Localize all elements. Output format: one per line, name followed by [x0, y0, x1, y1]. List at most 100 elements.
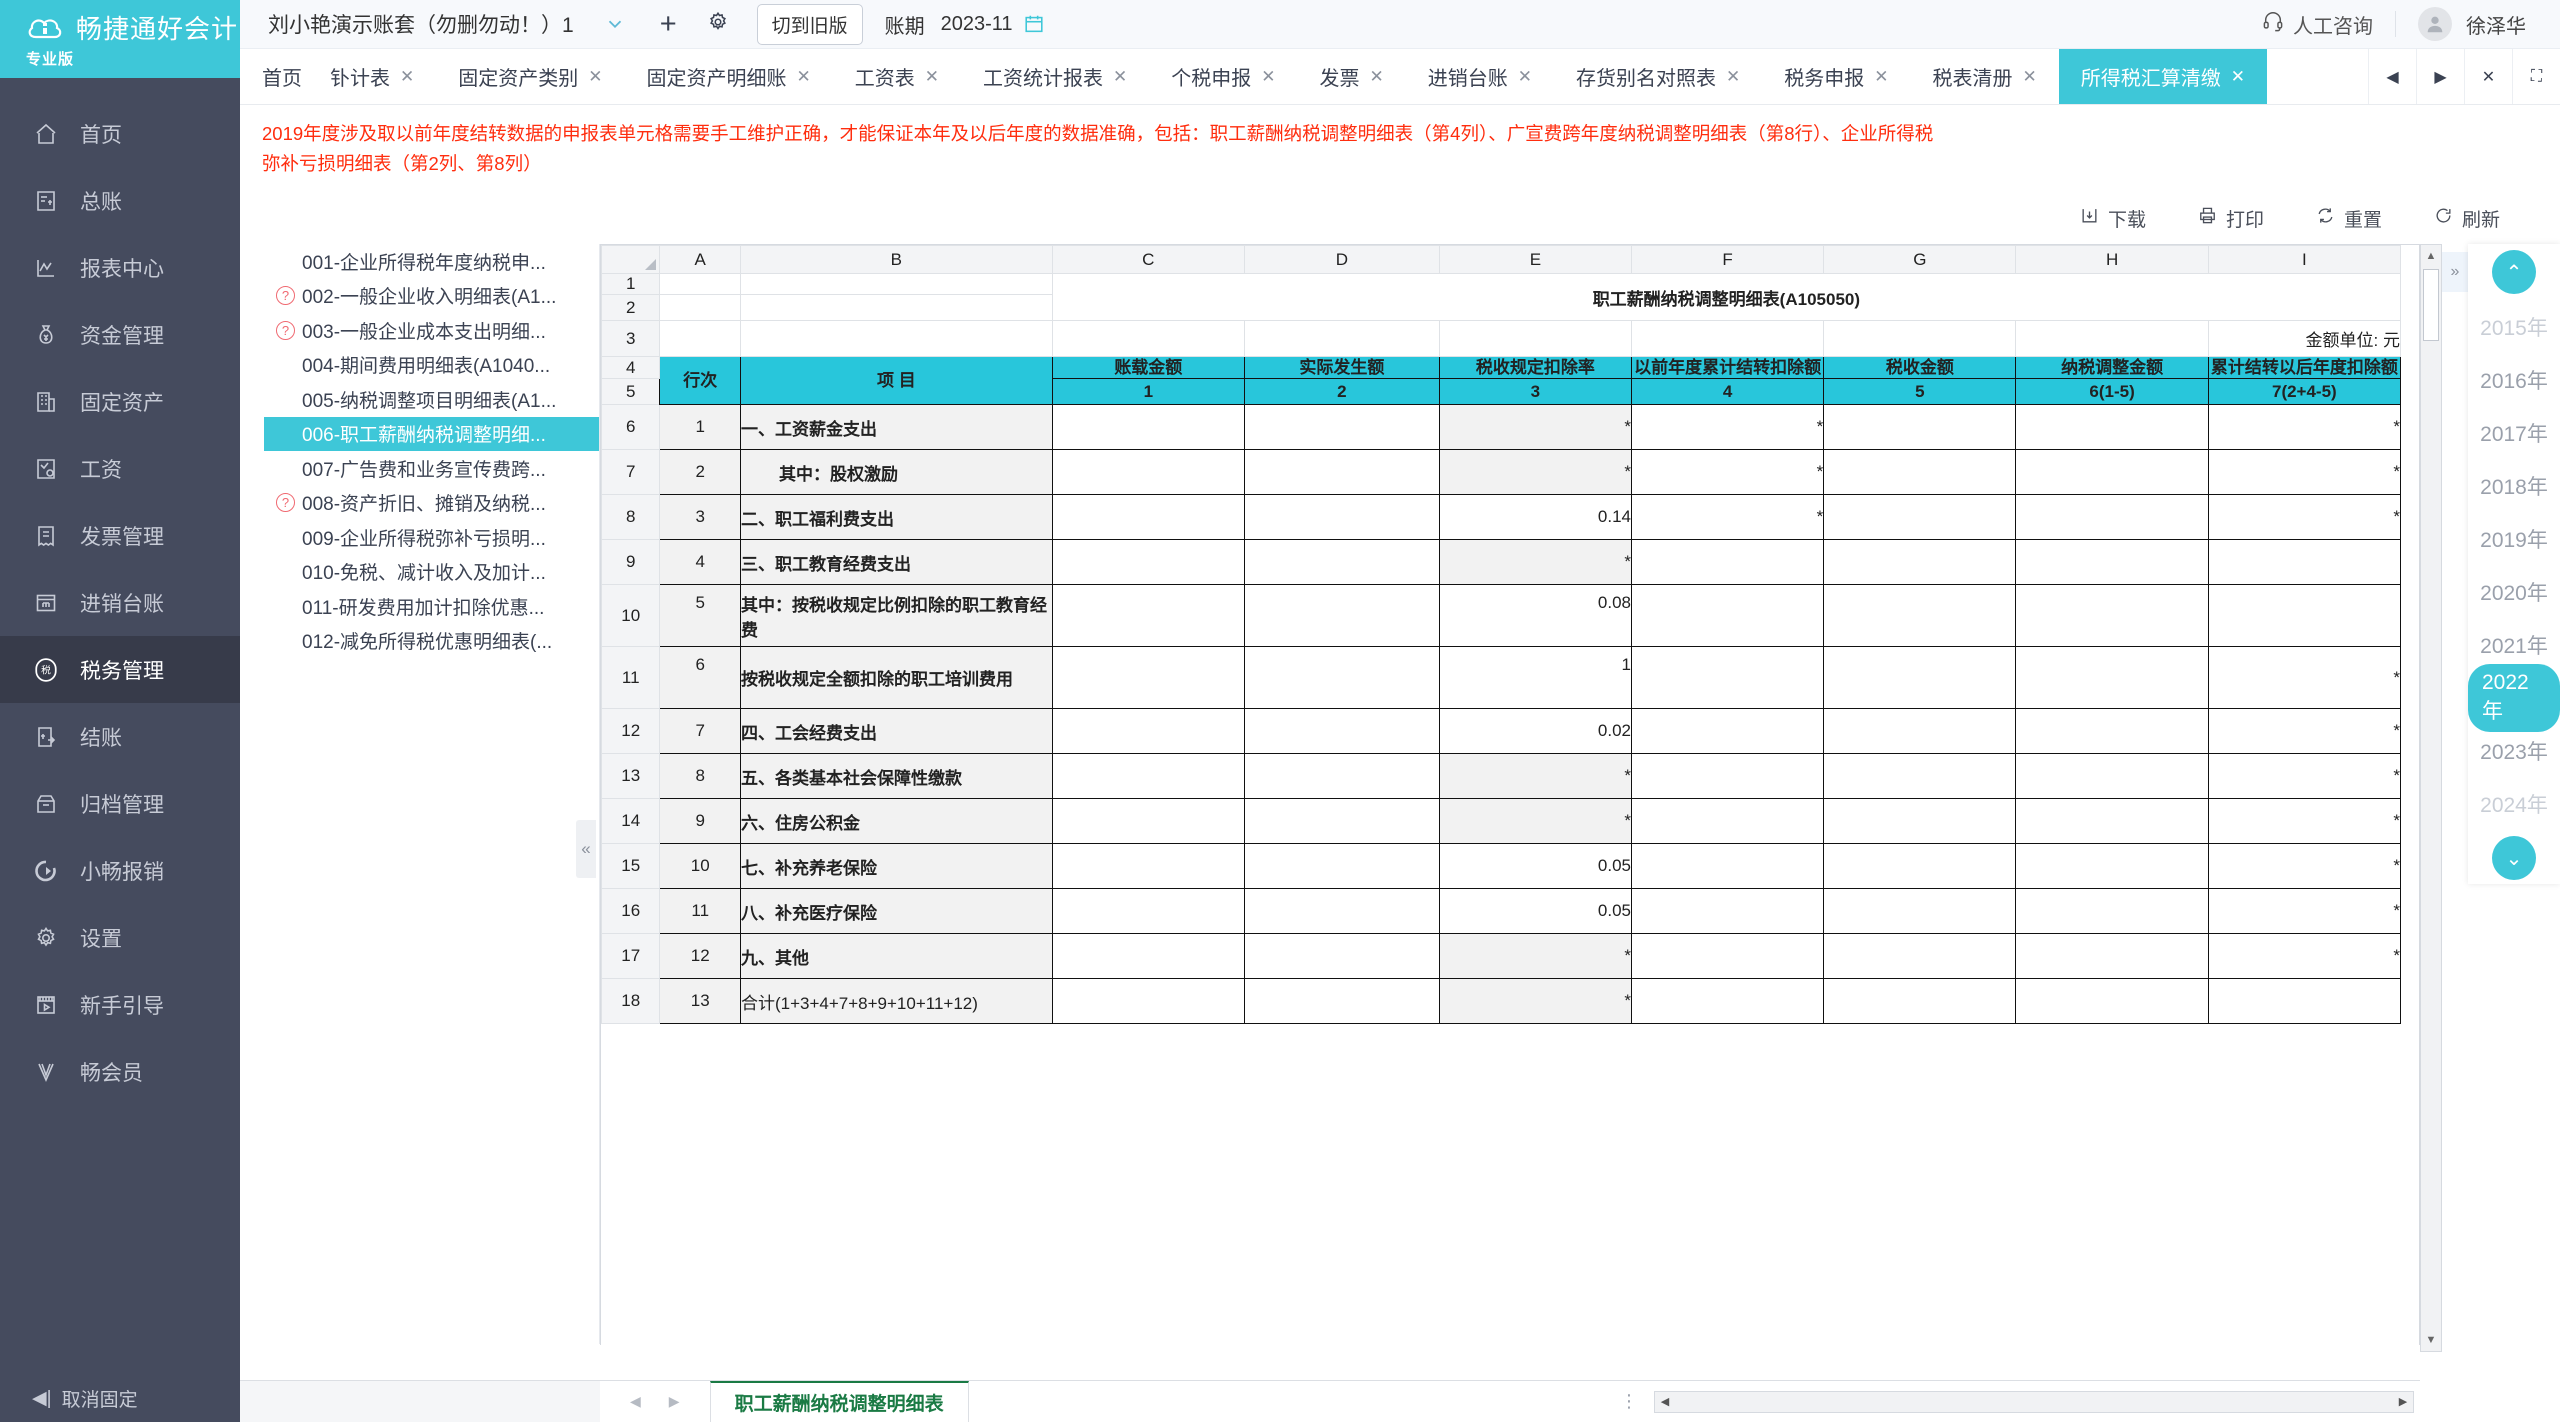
- settings-gear-icon[interactable]: [707, 11, 729, 38]
- cell-e[interactable]: 0.02: [1438, 708, 1633, 755]
- row-header[interactable]: 10: [601, 584, 661, 648]
- cell-c[interactable]: [1051, 843, 1245, 890]
- select-all-corner[interactable]: [601, 245, 661, 274]
- close-icon[interactable]: ✕: [2230, 66, 2245, 86]
- cell-item[interactable]: 其中：股权激励: [739, 449, 1053, 496]
- account-book-name[interactable]: 刘小艳演示账套（勿删勿动！）1: [268, 14, 574, 37]
- row-header[interactable]: 11: [601, 646, 661, 710]
- cell-h[interactable]: [2015, 798, 2209, 845]
- cell-c[interactable]: [1051, 494, 1245, 541]
- cell-d[interactable]: [1243, 843, 1440, 890]
- horizontal-scrollbar[interactable]: ◀ ▶: [1654, 1390, 2414, 1413]
- cell-f[interactable]: [1630, 978, 1825, 1025]
- sidebar-item-guide[interactable]: 新手引导: [0, 971, 240, 1038]
- print-button[interactable]: 打印: [2198, 205, 2264, 232]
- row-header[interactable]: 3: [601, 320, 661, 357]
- sidebar-item-vip[interactable]: 畅会员: [0, 1038, 240, 1105]
- cell-item[interactable]: 七、补充养老保险: [739, 843, 1053, 890]
- cell-i[interactable]: *: [2207, 494, 2402, 541]
- tab-home[interactable]: 首页: [240, 49, 308, 104]
- row-header[interactable]: 1: [601, 273, 661, 295]
- year-scroll-up-button[interactable]: ⌃: [2468, 244, 2560, 300]
- cell-c[interactable]: [1051, 404, 1245, 451]
- row-header[interactable]: 17: [601, 933, 661, 980]
- sheet-title[interactable]: 职工薪酬纳税调整明细表(A105050): [1051, 273, 2402, 321]
- sidebar-pin-toggle[interactable]: ◀| 取消固定: [0, 1374, 240, 1422]
- cell-c[interactable]: [1051, 888, 1245, 935]
- cell-rownum[interactable]: 11: [659, 888, 741, 935]
- year-scroll-down-button[interactable]: ⌄: [2468, 830, 2560, 886]
- list-item[interactable]: ? 002-一般企业收入明细表(A1...: [264, 279, 599, 314]
- cell-B2[interactable]: [739, 294, 1053, 321]
- cell-h[interactable]: [2015, 843, 2209, 890]
- cell-d[interactable]: [1243, 753, 1440, 800]
- add-icon[interactable]: +: [659, 7, 677, 40]
- cell-f[interactable]: [1630, 539, 1825, 586]
- tab-2[interactable]: 固定资产类别 ✕: [436, 49, 624, 104]
- cell-f[interactable]: [1630, 798, 1825, 845]
- cell-c[interactable]: [1051, 753, 1245, 800]
- cell-A2[interactable]: [659, 294, 741, 321]
- cell-item[interactable]: 按税收规定全额扣除的职工培训费用: [739, 646, 1053, 710]
- close-icon[interactable]: ✕: [1369, 66, 1384, 86]
- sheet-vertical-scrollbar[interactable]: ▲ ▼: [2420, 244, 2442, 1352]
- close-icon[interactable]: ✕: [1517, 66, 1532, 86]
- sidebar-item-reimburse[interactable]: 小畅报销: [0, 837, 240, 904]
- cell-d[interactable]: [1243, 494, 1440, 541]
- cell-i[interactable]: *: [2207, 888, 2402, 935]
- cell-e[interactable]: *: [1438, 539, 1633, 586]
- cell-d[interactable]: [1243, 584, 1440, 648]
- sheet-options-icon[interactable]: ⋮: [1620, 1391, 1640, 1411]
- sidebar-item-archive[interactable]: 归档管理: [0, 770, 240, 837]
- cell-g[interactable]: [1823, 646, 2017, 710]
- cell-e[interactable]: 0.14: [1438, 494, 1633, 541]
- cell-g[interactable]: [1823, 449, 2017, 496]
- year-item-2016[interactable]: 2016年: [2468, 353, 2560, 406]
- cell-h[interactable]: [2015, 646, 2209, 710]
- row-header[interactable]: 5: [601, 378, 661, 406]
- cell-d[interactable]: [1243, 933, 1440, 980]
- cell-rownum[interactable]: 12: [659, 933, 741, 980]
- tab-12-active[interactable]: 所得税汇算清缴 ✕: [2058, 49, 2267, 104]
- year-item-2022-selected[interactable]: 2022年: [2468, 663, 2560, 732]
- prev-tab-button[interactable]: ◀: [2368, 49, 2416, 104]
- year-item-2018[interactable]: 2018年: [2468, 459, 2560, 512]
- tab-3[interactable]: 固定资产明细账 ✕: [625, 49, 833, 104]
- cell-d[interactable]: [1243, 449, 1440, 496]
- cell-item[interactable]: 六、住房公积金: [739, 798, 1053, 845]
- cell-i[interactable]: *: [2207, 646, 2402, 710]
- cell-g[interactable]: [1823, 494, 2017, 541]
- reset-button[interactable]: 重置: [2316, 205, 2382, 232]
- cell-item[interactable]: 三、职工教育经费支出: [739, 539, 1053, 586]
- list-item[interactable]: 007-广告费和业务宣传费跨...: [264, 451, 599, 486]
- cell-g[interactable]: [1823, 798, 2017, 845]
- cell-e[interactable]: 1: [1438, 646, 1633, 710]
- spreadsheet[interactable]: A B C D E F G H I 1 职工薪酬纳税调整明细表(A105050)…: [600, 244, 2420, 1352]
- tab-11[interactable]: 税表清册 ✕: [1911, 49, 2059, 104]
- cell-h[interactable]: [2015, 449, 2209, 496]
- tab-4[interactable]: 工资表 ✕: [833, 49, 961, 104]
- calendar-icon[interactable]: [1023, 13, 1045, 35]
- cell-g[interactable]: [1823, 978, 2017, 1025]
- cell-c[interactable]: [1051, 646, 1245, 710]
- row-header[interactable]: 7: [601, 449, 661, 496]
- sidebar-item-settings[interactable]: 设置: [0, 904, 240, 971]
- switch-to-old-version-button[interactable]: 切到旧版: [756, 3, 863, 45]
- tab-10[interactable]: 税务申报 ✕: [1762, 49, 1910, 104]
- row-header[interactable]: 6: [601, 404, 661, 451]
- cell-c[interactable]: [1051, 708, 1245, 755]
- cell-e[interactable]: 0.05: [1438, 843, 1633, 890]
- tab-8[interactable]: 进销台账 ✕: [1406, 49, 1554, 104]
- close-icon[interactable]: ✕: [588, 66, 603, 86]
- next-tab-button[interactable]: ▶: [2416, 49, 2464, 104]
- cell-item[interactable]: 八、补充医疗保险: [739, 888, 1053, 935]
- list-item[interactable]: 005-纳税调整项目明细表(A1...: [264, 382, 599, 417]
- cell-g[interactable]: [1823, 888, 2017, 935]
- cell-rownum[interactable]: 1: [659, 404, 741, 451]
- year-item-2015[interactable]: 2015年: [2468, 300, 2560, 353]
- row-header[interactable]: 2: [601, 294, 661, 321]
- cell-e[interactable]: *: [1438, 753, 1633, 800]
- cell-rownum[interactable]: 2: [659, 449, 741, 496]
- cell-i[interactable]: *: [2207, 404, 2402, 451]
- list-item[interactable]: 010-免税、减计收入及加计...: [264, 555, 599, 590]
